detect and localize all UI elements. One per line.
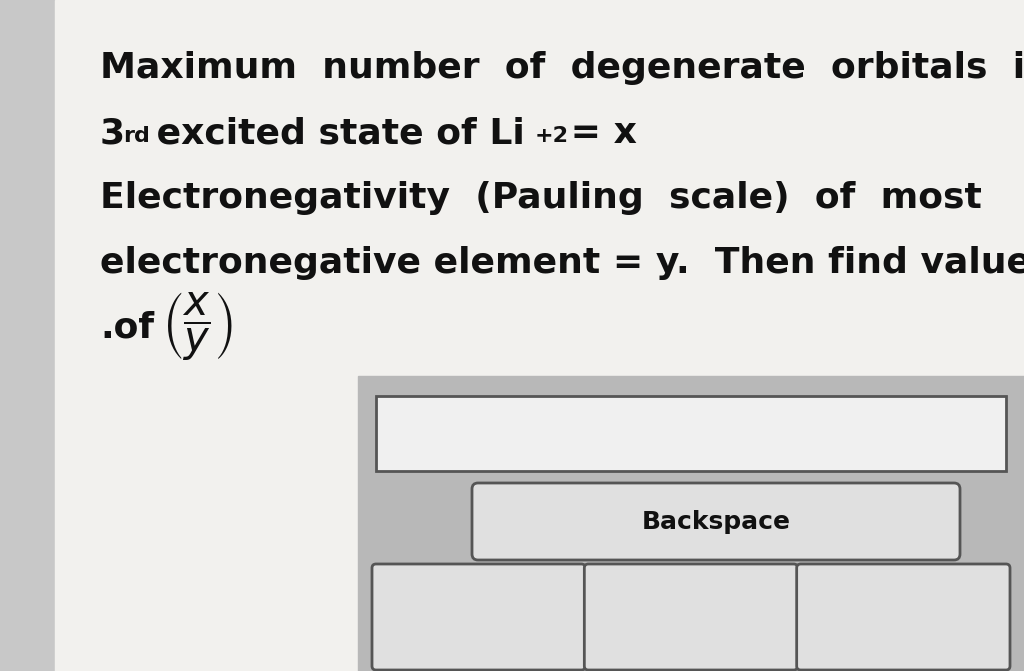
- FancyBboxPatch shape: [376, 396, 1006, 471]
- Text: = x: = x: [558, 116, 637, 150]
- FancyBboxPatch shape: [472, 483, 961, 560]
- Text: Electronegativity  (Pauling  scale)  of  most: Electronegativity (Pauling scale) of mos…: [100, 181, 982, 215]
- FancyBboxPatch shape: [797, 564, 1010, 670]
- Text: +2: +2: [535, 126, 569, 146]
- Text: excited state of Li: excited state of Li: [144, 116, 524, 150]
- Text: .of: .of: [100, 311, 155, 345]
- Text: rd: rd: [123, 126, 150, 146]
- FancyBboxPatch shape: [372, 564, 586, 670]
- Text: $\left(\dfrac{x}{y}\right)$: $\left(\dfrac{x}{y}\right)$: [162, 291, 232, 363]
- Bar: [358, 376, 1024, 671]
- Text: Maximum  number  of  degenerate  orbitals  in: Maximum number of degenerate orbitals in: [100, 51, 1024, 85]
- FancyBboxPatch shape: [585, 564, 798, 670]
- Text: 3: 3: [100, 116, 125, 150]
- Text: electronegative element = y.  Then find value: electronegative element = y. Then find v…: [100, 246, 1024, 280]
- Bar: [0, 0, 55, 671]
- Text: Backspace: Backspace: [641, 509, 791, 533]
